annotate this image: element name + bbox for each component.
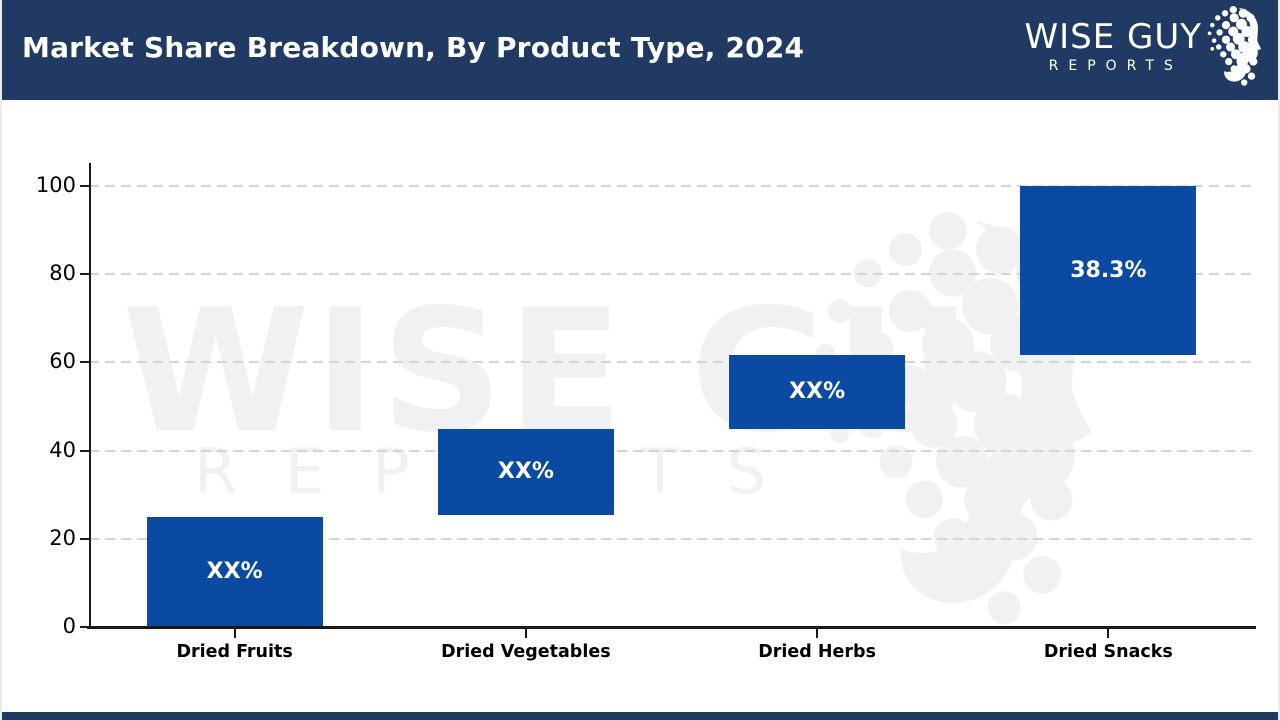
logo-subtext: REPORTS (1048, 58, 1183, 75)
x-tick-mark (524, 629, 527, 638)
bar-dried-fruits: XX% (146, 516, 323, 627)
gridline-20 (89, 537, 1254, 540)
y-tick-label: 0 (62, 614, 76, 638)
page-title: Market Share Breakdown, By Product Type,… (22, 30, 805, 64)
gridline-40 (89, 449, 1254, 452)
x-axis-line (87, 626, 1256, 629)
logo-text: WISE GUY REPORTS (1024, 16, 1202, 75)
wiseguy-logo: WISE GUY REPORTS (1024, 6, 1268, 88)
x-tick-mark (1107, 629, 1110, 638)
bar-value-label: XX% (206, 559, 263, 585)
gridline-60 (89, 361, 1254, 364)
gridline-80 (89, 273, 1254, 276)
head-profile-logo-icon (1207, 6, 1262, 86)
y-tick-label: 20 (49, 525, 76, 550)
y-axis-line (89, 163, 91, 627)
y-tick-label: 100 (35, 173, 76, 197)
y-tick-mark (80, 361, 89, 364)
y-tick-mark (80, 185, 89, 187)
y-tick-mark (80, 273, 89, 276)
gridline-100 (89, 185, 1254, 187)
bar-dried-herbs: XX% (729, 354, 906, 429)
x-tick-mark (816, 629, 819, 638)
y-tick-label: 80 (49, 261, 76, 286)
footer-bar (2, 712, 1278, 720)
bar-value-label: XX% (789, 379, 846, 405)
y-tick-label: 60 (49, 349, 76, 374)
x-category-label-dried-snacks: Dried Snacks (1043, 642, 1173, 662)
header-bar: Market Share Breakdown, By Product Type,… (2, 0, 1278, 100)
x-category-label-dried-herbs: Dried Herbs (758, 642, 876, 662)
y-tick-label: 40 (49, 437, 76, 462)
x-tick-mark (233, 629, 236, 638)
bar-dried-snacks: 38.3% (1020, 186, 1197, 355)
y-tick-mark (80, 626, 89, 628)
bar-value-label: XX% (497, 459, 554, 485)
x-category-label-dried-vegetables: Dried Vegetables (441, 642, 611, 662)
y-tick-mark (80, 449, 89, 452)
bar-dried-vegetables: XX% (437, 428, 614, 515)
logo-wordmark: WISE GUY (1024, 16, 1202, 57)
y-tick-mark (80, 537, 89, 540)
x-category-label-dried-fruits: Dried Fruits (176, 642, 293, 662)
bar-value-label: 38.3% (1070, 257, 1147, 283)
